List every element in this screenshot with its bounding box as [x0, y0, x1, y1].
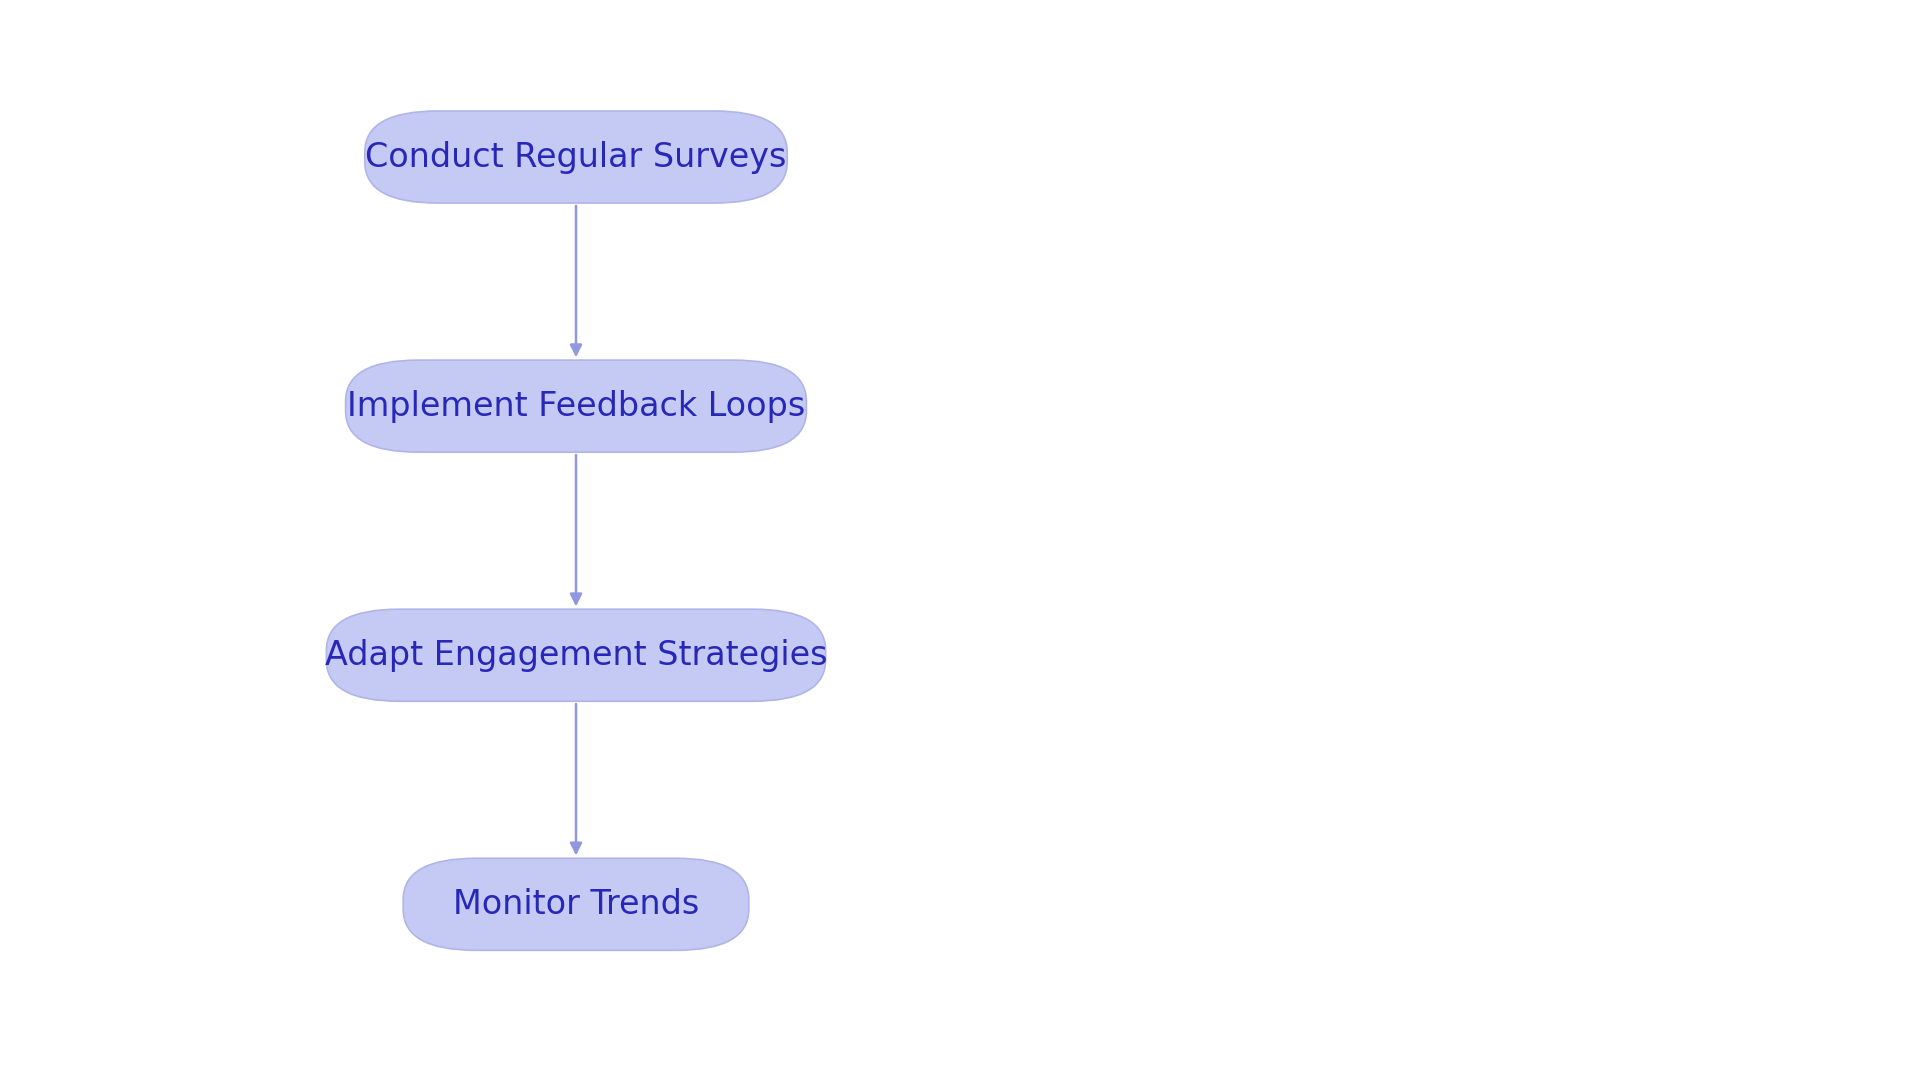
Text: Implement Feedback Loops: Implement Feedback Loops — [348, 390, 804, 422]
FancyBboxPatch shape — [403, 858, 749, 951]
FancyBboxPatch shape — [365, 112, 787, 204]
Text: Conduct Regular Surveys: Conduct Regular Surveys — [365, 141, 787, 173]
FancyBboxPatch shape — [326, 609, 826, 702]
Text: Adapt Engagement Strategies: Adapt Engagement Strategies — [324, 639, 828, 671]
Text: Monitor Trends: Monitor Trends — [453, 888, 699, 921]
FancyBboxPatch shape — [346, 360, 806, 453]
